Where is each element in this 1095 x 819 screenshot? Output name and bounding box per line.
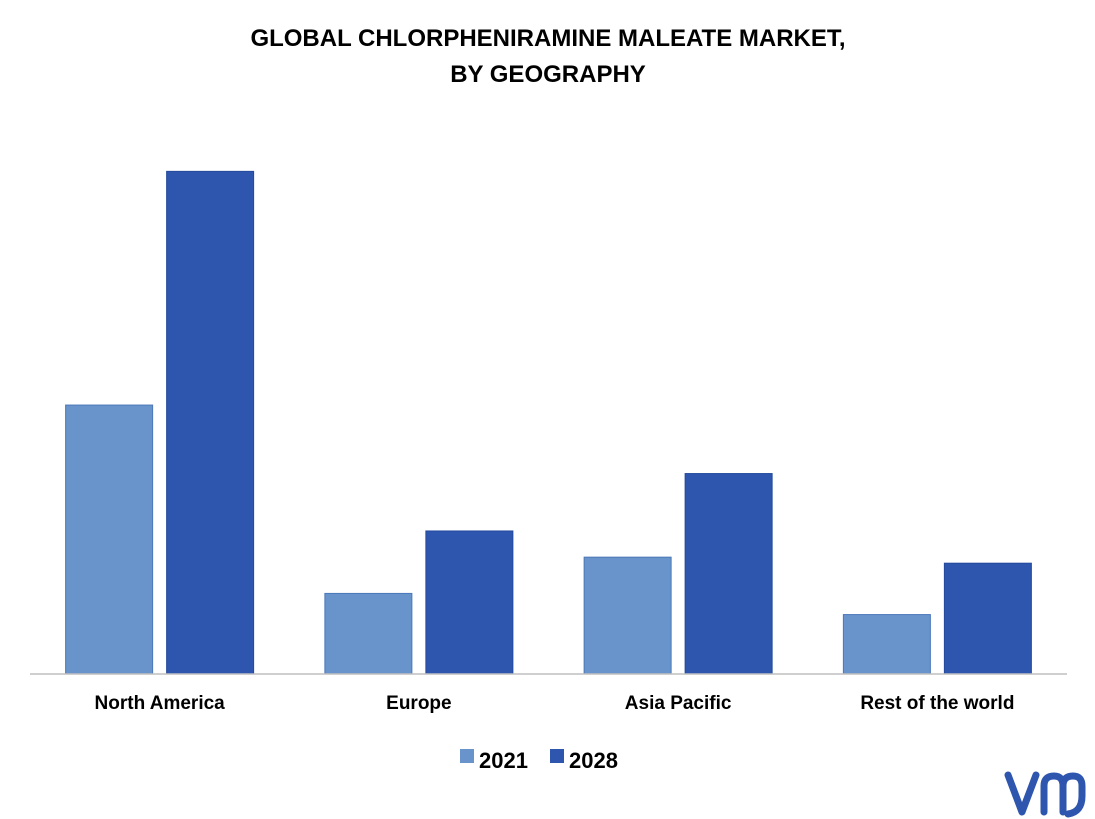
category-labels: North America Europe Asia Pacific Rest of t… xyxy=(95,693,1015,714)
bars-group xyxy=(65,170,1032,675)
legend-swatch-2021 xyxy=(460,749,474,763)
bar-2028-europe xyxy=(425,530,514,675)
category-label: Asia Pacific xyxy=(625,693,732,714)
legend-label-2028: 2028 xyxy=(569,748,618,773)
legend-label-2021: 2021 xyxy=(479,748,528,773)
category-label: Europe xyxy=(386,693,451,714)
bar-2021-rest-of-the-world xyxy=(842,614,931,675)
bar-2021-asia-pacific xyxy=(583,556,672,675)
category-label: North America xyxy=(95,693,226,714)
bar-2028-rest-of-the-world xyxy=(943,562,1032,675)
bar-2028-asia-pacific xyxy=(684,473,773,675)
legend: 2021 2028 xyxy=(460,748,618,773)
chart-subtitle: BY GEOGRAPHY xyxy=(450,61,646,88)
vmr-logo xyxy=(1004,771,1086,818)
category-label: Rest of the world xyxy=(860,693,1014,714)
legend-swatch-2028 xyxy=(550,749,564,763)
bar-2021-north-america xyxy=(65,404,154,675)
bar-2028-north-america xyxy=(166,170,255,675)
bar-2021-europe xyxy=(324,592,413,675)
chart-title: GLOBAL CHLORPHENIRAMINE MALEATE MARKET, xyxy=(250,25,845,52)
vmr-logo-mark xyxy=(1004,771,1086,818)
